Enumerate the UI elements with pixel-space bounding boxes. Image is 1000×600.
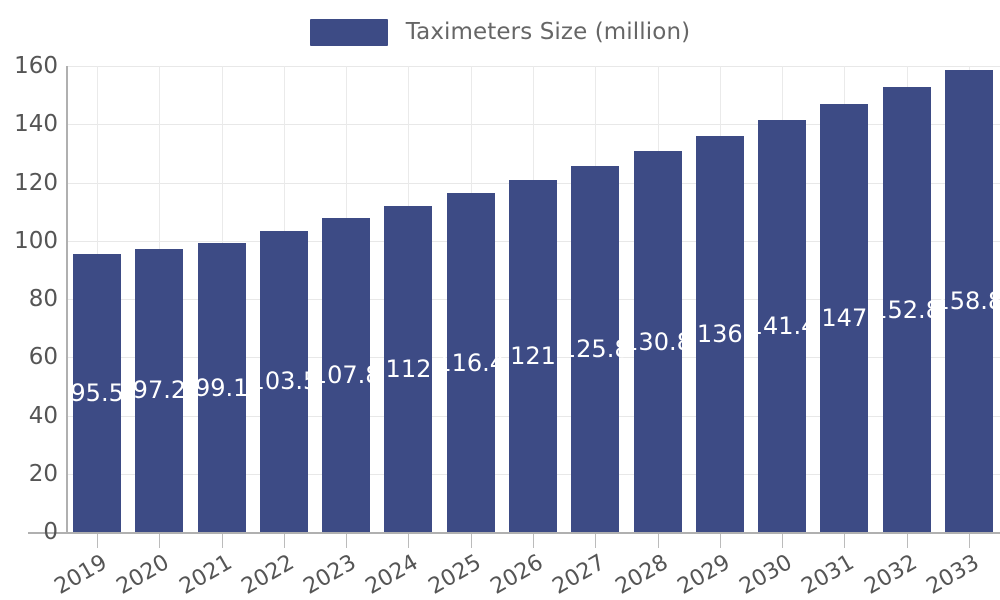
chart-legend: Taximeters Size (million) xyxy=(0,14,1000,50)
bar[interactable] xyxy=(882,86,931,532)
bar[interactable] xyxy=(571,165,620,532)
x-axis-tick-label: 2030 xyxy=(735,550,797,600)
y-axis-tick-label: 40 xyxy=(28,402,58,429)
x-axis-tick-mark xyxy=(657,534,659,548)
y-axis-tick-label: 20 xyxy=(28,460,58,487)
legend-label: Taximeters Size (million) xyxy=(405,19,691,45)
x-axis-line xyxy=(28,532,1000,534)
bar[interactable] xyxy=(322,218,371,532)
x-axis-tick-mark xyxy=(159,534,161,548)
x-axis-tick-mark xyxy=(408,534,410,548)
bar[interactable] xyxy=(508,179,557,532)
bar-group: 103.5 xyxy=(250,66,318,532)
x-axis-tick-mark xyxy=(533,534,534,548)
bar[interactable] xyxy=(259,230,308,532)
bar[interactable] xyxy=(633,151,682,532)
x-axis-tick-label: 2020 xyxy=(112,550,174,600)
bar[interactable] xyxy=(135,248,184,532)
x-axis-tick-mark xyxy=(719,534,721,548)
y-axis-tick-label: 80 xyxy=(28,286,58,312)
x-axis-tick-label: 2023 xyxy=(299,550,361,600)
legend-item-taximeters-size[interactable]: Taximeters Size (million) xyxy=(309,18,691,46)
x-axis-tick-mark xyxy=(221,534,223,548)
x-axis-tick-label: 2029 xyxy=(673,550,735,600)
bar[interactable] xyxy=(695,135,744,532)
x-axis-tick-label: 2021 xyxy=(175,550,237,600)
bar[interactable] xyxy=(820,103,869,532)
x-axis-tick-mark xyxy=(283,534,285,548)
bar-group: 147 xyxy=(813,66,875,532)
x-axis-tick-label: 2031 xyxy=(797,550,859,600)
bar[interactable] xyxy=(758,120,807,532)
x-axis-tick-label: 2024 xyxy=(361,550,423,600)
x-axis-tick-label: 2032 xyxy=(860,550,922,600)
x-axis-tick-label: 2025 xyxy=(424,550,486,600)
x-axis-tick-mark xyxy=(782,534,784,548)
x-axis-tick-mark xyxy=(97,534,99,548)
legend-color-swatch xyxy=(309,18,388,46)
x-axis-tick-label: 2027 xyxy=(548,550,610,600)
y-axis-line xyxy=(66,66,68,533)
x-axis-tick-label: 2019 xyxy=(50,550,112,600)
y-axis-tick-label: 160 xyxy=(14,53,58,79)
x-axis-tick-mark xyxy=(346,534,348,548)
x-axis-tick-mark xyxy=(906,534,908,548)
x-axis-tick-label: 2028 xyxy=(611,550,673,600)
bar[interactable] xyxy=(446,193,495,532)
x-axis-tick-mark xyxy=(470,534,472,548)
bar[interactable] xyxy=(944,69,993,532)
y-axis-tick-label: 140 xyxy=(14,111,58,138)
bar[interactable] xyxy=(384,205,433,532)
x-axis-tick-label: 2026 xyxy=(486,550,548,600)
x-axis-tick-mark xyxy=(595,534,597,548)
y-axis-tick-label: 0 xyxy=(43,519,58,545)
y-axis-tick-label: 100 xyxy=(14,227,58,254)
x-axis-tick-mark xyxy=(968,534,970,548)
x-axis-tick-mark xyxy=(844,534,846,548)
y-axis-tick-label: 60 xyxy=(28,344,58,371)
bar[interactable] xyxy=(197,243,246,532)
bar[interactable] xyxy=(73,253,122,532)
x-axis-tick-label: 2033 xyxy=(922,550,984,600)
y-axis-tick-label: 120 xyxy=(14,169,58,196)
y-axis-ticks: 0 20 40 60 80 100 120 140 160 xyxy=(0,0,58,600)
x-axis-tick-label: 2022 xyxy=(237,550,299,600)
